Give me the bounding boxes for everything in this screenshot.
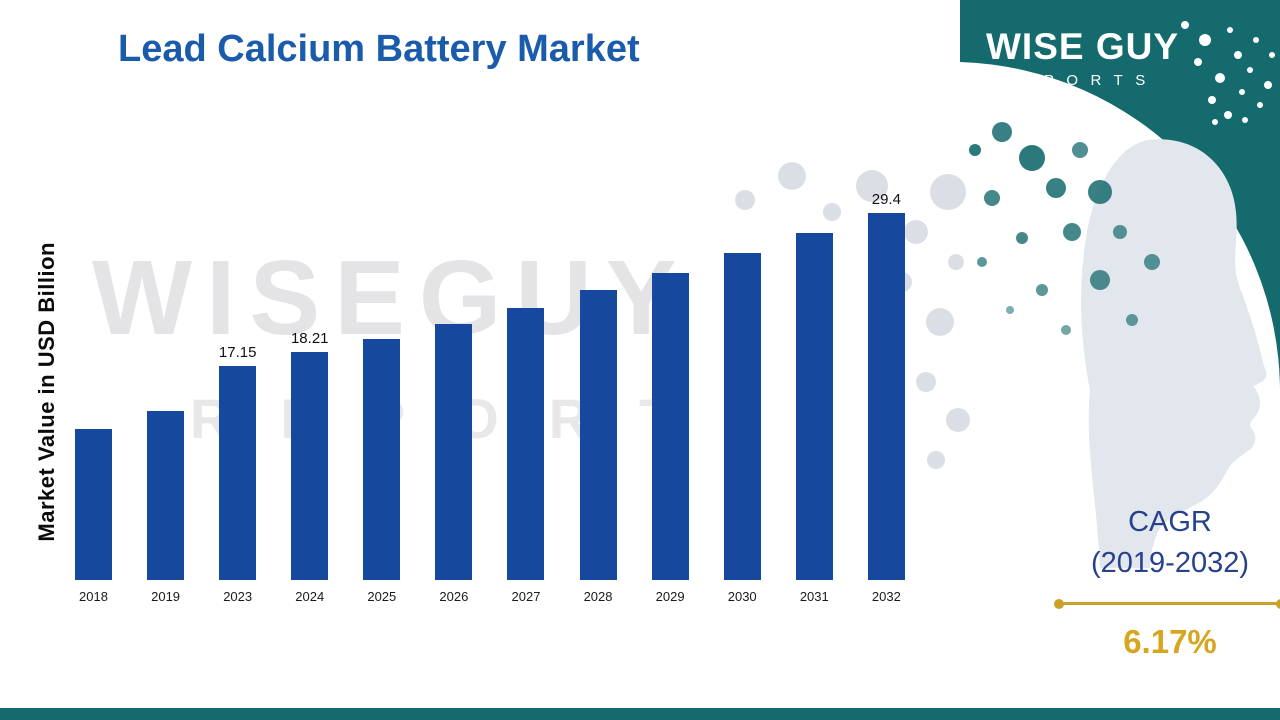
bar-chart: 2018 2019 17.15 2023 18.21 2024 2025 2026 2027 20… xyxy=(75,170,905,604)
white-logo-dots xyxy=(1181,21,1275,125)
bar-column: 2026 xyxy=(435,323,473,604)
cagr-label: CAGR xyxy=(1128,506,1212,538)
bar xyxy=(579,290,617,580)
bar-value-label: 18.21 xyxy=(290,330,329,348)
x-tick-label: 2030 xyxy=(727,589,757,604)
bar-column: 18.21 2024 xyxy=(290,330,329,604)
cagr-value: 6.17% xyxy=(1123,623,1217,660)
bottom-accent-bar xyxy=(0,708,1280,720)
y-axis-label: Market Value in USD Billion xyxy=(34,242,59,542)
bar-value-label: 29.4 xyxy=(871,190,901,208)
bar-column: 2018 xyxy=(75,428,112,604)
bar xyxy=(651,272,689,580)
bar xyxy=(363,338,401,580)
bar-column: 2030 xyxy=(723,252,761,604)
logo: WISE GUY REPORTS xyxy=(986,26,1179,89)
bar xyxy=(147,411,185,580)
bar xyxy=(507,307,545,580)
bar xyxy=(75,428,112,580)
x-tick-label: 2028 xyxy=(583,589,613,604)
bar-column: 2019 xyxy=(147,411,185,604)
teal-halftone-dots xyxy=(969,122,1160,335)
bar-value-label: 17.15 xyxy=(218,343,257,361)
logo-wordmark: WISE GUY xyxy=(986,26,1180,67)
x-tick-label: 2019 xyxy=(151,589,181,604)
logo-subtitle: REPORTS xyxy=(998,72,1158,89)
x-tick-label: 2023 xyxy=(223,589,253,604)
face-profile xyxy=(1081,139,1267,569)
bar-column: 2027 xyxy=(507,307,545,604)
bar xyxy=(867,212,905,580)
bar xyxy=(435,323,473,580)
bar xyxy=(291,352,329,580)
bar-column: 29.4 2032 xyxy=(867,190,905,604)
x-tick-label: 2025 xyxy=(367,589,397,604)
cagr-block: CAGR (2019-2032) 6.17% xyxy=(1054,506,1280,661)
bar xyxy=(795,232,833,580)
bar-column: 2028 xyxy=(579,290,617,604)
chart-title: Lead Calcium Battery Market xyxy=(118,28,640,70)
x-tick-label: 2024 xyxy=(295,589,325,604)
cagr-divider-line xyxy=(1054,598,1280,609)
x-tick-label: 2026 xyxy=(439,589,469,604)
cagr-range: (2019-2032) xyxy=(1091,547,1249,579)
x-tick-label: 2031 xyxy=(799,589,829,604)
bar-column: 2029 xyxy=(651,272,689,604)
x-tick-label: 2032 xyxy=(871,589,901,604)
x-tick-label: 2018 xyxy=(79,589,108,604)
x-tick-label: 2029 xyxy=(655,589,685,604)
bar-column: 2031 xyxy=(795,232,833,604)
bar xyxy=(219,365,257,580)
bar-column: 2025 xyxy=(363,338,401,604)
bar xyxy=(723,252,761,580)
x-tick-label: 2027 xyxy=(511,589,541,604)
watermark-wordmark: WISEGUY xyxy=(92,239,691,357)
bar-column: 17.15 2023 xyxy=(218,343,257,604)
